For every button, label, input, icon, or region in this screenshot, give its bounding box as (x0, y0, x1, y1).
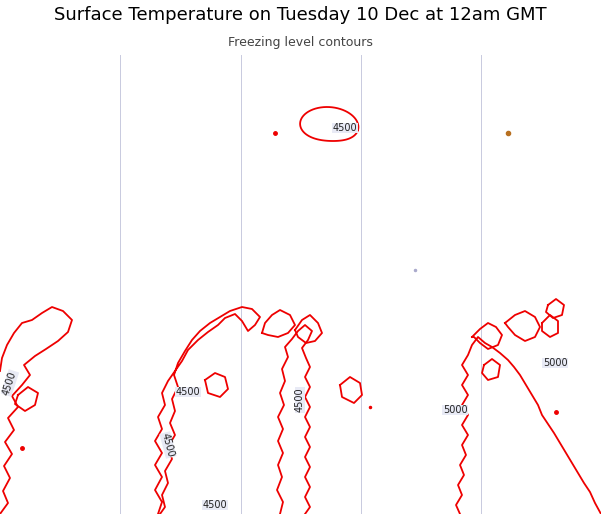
Text: 5000: 5000 (443, 405, 468, 415)
Text: 5000: 5000 (543, 358, 567, 368)
Text: 4500: 4500 (1, 370, 19, 396)
Text: 4500: 4500 (175, 387, 200, 397)
Text: Surface Temperature on Tuesday 10 Dec at 12am GMT: Surface Temperature on Tuesday 10 Dec at… (54, 6, 547, 24)
Text: 4500: 4500 (160, 432, 176, 458)
Text: 4500: 4500 (295, 388, 305, 412)
Text: 4500: 4500 (203, 500, 227, 510)
Text: Freezing level contours: Freezing level contours (228, 36, 373, 49)
Text: 4500: 4500 (333, 123, 358, 133)
